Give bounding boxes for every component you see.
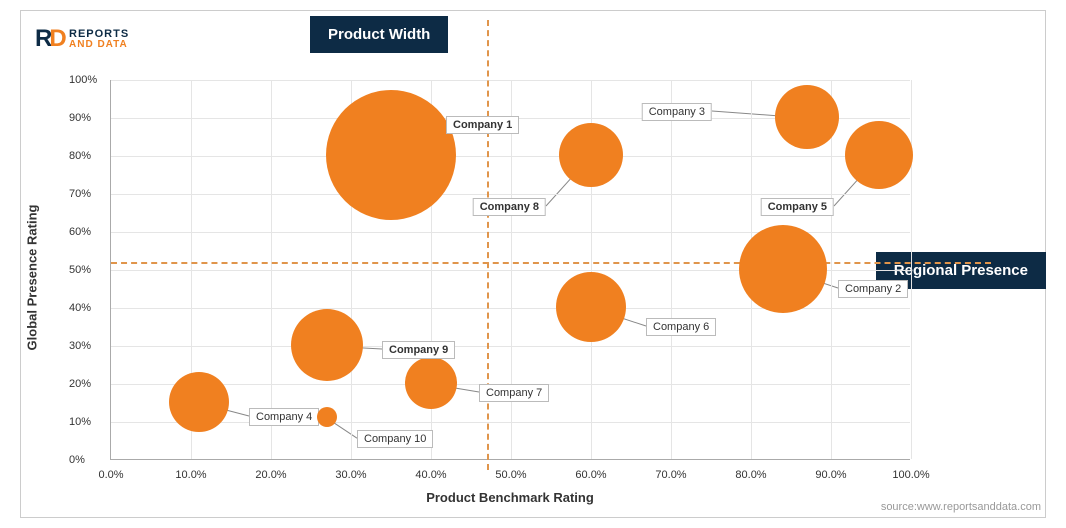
bubble-c8 <box>559 123 623 187</box>
label-c10: Company 10 <box>357 430 433 448</box>
label-c4: Company 4 <box>249 408 319 426</box>
refline-vertical <box>487 20 489 470</box>
chart-area: 0.0%10.0%20.0%30.0%40.0%50.0%60.0%70.0%8… <box>110 80 910 460</box>
x-tick: 30.0% <box>335 469 366 481</box>
bubble-c5 <box>845 121 913 189</box>
y-tick: 70% <box>69 188 91 200</box>
logo-text-1: REPORTS <box>69 29 129 40</box>
bubble-c4 <box>169 372 229 432</box>
grid-vertical <box>911 80 912 459</box>
x-tick: 0.0% <box>98 469 123 481</box>
label-c6: Company 6 <box>646 318 716 336</box>
bubble-c2 <box>739 225 827 313</box>
bubble-c6 <box>556 272 626 342</box>
x-tick: 60.0% <box>575 469 606 481</box>
y-tick: 0% <box>69 454 85 466</box>
label-c7: Company 7 <box>479 384 549 402</box>
y-tick: 100% <box>69 74 97 86</box>
label-c9: Company 9 <box>382 341 455 359</box>
grid-horizontal <box>111 156 910 157</box>
grid-horizontal <box>111 80 910 81</box>
y-tick: 50% <box>69 264 91 276</box>
label-c8: Company 8 <box>473 198 546 216</box>
logo-text-2: AND DATA <box>69 40 129 50</box>
y-tick: 20% <box>69 378 91 390</box>
y-axis-title: Global Presence Rating <box>25 205 40 351</box>
bubble-c1 <box>326 90 456 220</box>
grid-horizontal <box>111 422 910 423</box>
bubble-c7 <box>405 357 457 409</box>
label-c1: Company 1 <box>446 116 519 134</box>
y-tick: 10% <box>69 416 91 428</box>
x-tick: 100.0% <box>892 469 929 481</box>
y-tick: 80% <box>69 150 91 162</box>
x-tick: 10.0% <box>175 469 206 481</box>
x-tick: 50.0% <box>495 469 526 481</box>
logo: RD REPORTS AND DATA <box>35 25 129 53</box>
x-tick: 90.0% <box>815 469 846 481</box>
x-tick: 40.0% <box>415 469 446 481</box>
banner-product-width: Product Width <box>310 16 448 53</box>
grid-horizontal <box>111 346 910 347</box>
label-c5: Company 5 <box>761 198 834 216</box>
x-tick: 70.0% <box>655 469 686 481</box>
bubble-c9 <box>291 309 363 381</box>
plot: 0.0%10.0%20.0%30.0%40.0%50.0%60.0%70.0%8… <box>110 80 910 460</box>
label-c3: Company 3 <box>642 103 712 121</box>
y-tick: 90% <box>69 112 91 124</box>
grid-horizontal <box>111 194 910 195</box>
refline-horizontal <box>111 262 991 264</box>
bubble-c3 <box>775 85 839 149</box>
y-tick: 60% <box>69 226 91 238</box>
y-tick: 40% <box>69 302 91 314</box>
logo-icon: RD <box>35 25 63 53</box>
x-tick: 80.0% <box>735 469 766 481</box>
bubble-c10 <box>317 407 337 427</box>
x-axis-title: Product Benchmark Rating <box>426 490 594 505</box>
source-text: source:www.reportsanddata.com <box>881 501 1041 513</box>
x-tick: 20.0% <box>255 469 286 481</box>
y-tick: 30% <box>69 340 91 352</box>
label-c2: Company 2 <box>838 280 908 298</box>
